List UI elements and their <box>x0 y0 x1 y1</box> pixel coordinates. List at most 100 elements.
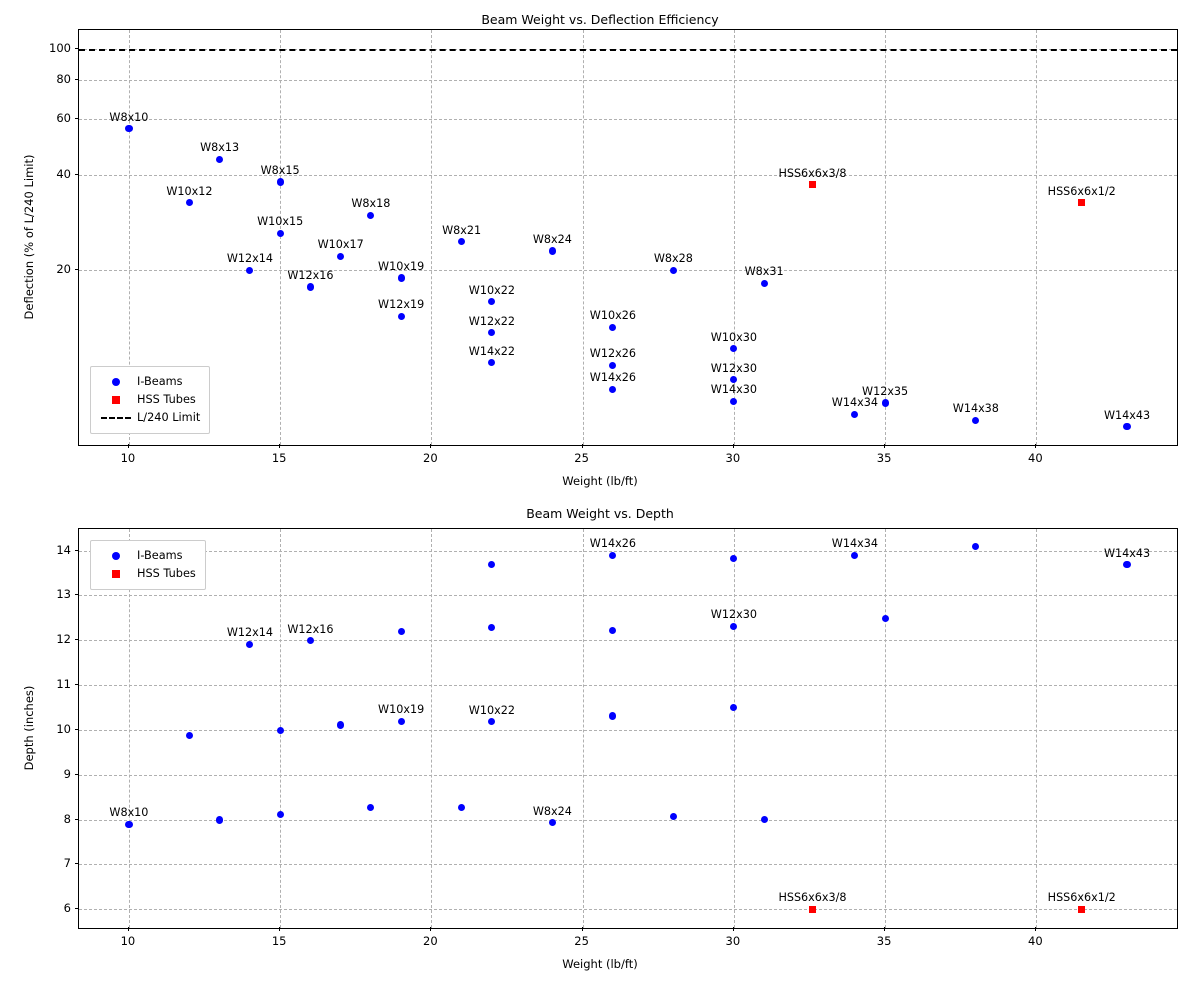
x-tick-label: 15 <box>271 934 287 948</box>
circle-marker-icon <box>99 377 133 387</box>
data-point[interactable] <box>808 905 817 913</box>
data-point[interactable] <box>276 178 284 186</box>
data-point[interactable] <box>548 819 556 827</box>
data-point[interactable] <box>609 627 617 635</box>
gridline-vertical <box>431 529 433 928</box>
data-point-label: W14x43 <box>1104 408 1151 422</box>
x-tick-label: 30 <box>725 451 741 465</box>
data-point[interactable] <box>458 238 466 246</box>
y-tick-label: 11 <box>56 677 71 691</box>
data-point[interactable] <box>488 359 496 367</box>
data-point[interactable] <box>1123 561 1131 569</box>
data-point[interactable] <box>488 298 496 306</box>
data-point[interactable] <box>488 328 496 337</box>
legend-top[interactable]: I-Beams HSS Tubes L/240 Limit <box>90 366 211 434</box>
x-tick-label: 20 <box>423 934 438 948</box>
data-point[interactable] <box>1123 423 1131 431</box>
y-tick-label: 12 <box>56 632 71 647</box>
data-point[interactable] <box>488 718 496 726</box>
data-point[interactable] <box>730 397 738 405</box>
data-point[interactable] <box>337 252 345 261</box>
data-point[interactable] <box>548 247 556 255</box>
legend-entry-hss: HSS Tubes <box>99 565 196 583</box>
data-point-label: HSS6x6x3/8 <box>778 891 847 905</box>
data-point[interactable] <box>1078 905 1086 913</box>
data-point[interactable] <box>397 274 405 282</box>
data-point[interactable] <box>337 721 345 729</box>
data-point-label: W14x22 <box>468 344 515 358</box>
data-point-label: W10x30 <box>710 330 757 344</box>
data-point[interactable] <box>367 803 375 811</box>
data-point[interactable] <box>125 820 133 829</box>
gridline-vertical <box>280 529 282 928</box>
data-point[interactable] <box>760 279 768 287</box>
legend-entry-hss: HSS Tubes <box>99 391 200 409</box>
data-point[interactable] <box>669 266 677 274</box>
gridline-horizontal <box>79 685 1177 686</box>
data-point[interactable] <box>276 229 284 237</box>
data-point[interactable] <box>306 637 314 645</box>
data-point-label: W10x22 <box>468 283 515 297</box>
data-point[interactable] <box>488 560 496 568</box>
legend-bottom[interactable]: I-Beams HSS Tubes <box>90 540 206 590</box>
data-point-label: W8x15 <box>260 164 300 178</box>
plot-area-top: W8x10 W12x14 W8x13 W10x12 W8x15 W10x15 W12x16 W… <box>78 29 1178 446</box>
data-point[interactable] <box>458 803 466 811</box>
data-point[interactable] <box>609 323 617 331</box>
data-point[interactable] <box>609 385 617 393</box>
data-point-label: W14x34 <box>831 537 878 551</box>
data-point[interactable] <box>972 542 980 551</box>
data-point[interactable] <box>397 717 405 725</box>
data-point[interactable] <box>397 628 405 636</box>
data-point[interactable] <box>609 551 617 560</box>
data-point-label: W10x19 <box>378 259 425 273</box>
x-tick-label: 35 <box>876 934 892 948</box>
legend-label-hss: HSS Tubes <box>137 393 196 406</box>
data-point[interactable] <box>276 726 284 734</box>
data-point[interactable] <box>185 732 193 740</box>
data-point[interactable] <box>730 345 738 353</box>
data-point[interactable] <box>851 410 859 418</box>
chart-title-bottom: Beam Weight vs. Depth <box>526 506 674 521</box>
data-point[interactable] <box>216 816 224 824</box>
data-point[interactable] <box>851 551 859 560</box>
data-point[interactable] <box>125 125 133 133</box>
data-point[interactable] <box>246 266 254 274</box>
chart-panel-deflection: Beam Weight vs. Deflection Efficiency W8… <box>22 12 1178 488</box>
legend-label-ibeams: I-Beams <box>137 549 183 562</box>
x-tick-label: 20 <box>423 451 438 465</box>
x-tick-label: 10 <box>120 934 136 948</box>
data-point[interactable] <box>808 181 817 189</box>
data-point[interactable] <box>397 312 405 320</box>
gridline-vertical <box>1036 529 1038 928</box>
x-axis-label-top: Weight (lb/ft) <box>562 474 638 488</box>
data-point-label: W8x24 <box>532 804 572 818</box>
data-point[interactable] <box>488 623 496 631</box>
data-point-label: W12x14 <box>226 626 273 640</box>
data-point[interactable] <box>881 614 889 622</box>
data-point-label: W8x31 <box>744 265 784 279</box>
data-point[interactable] <box>730 376 738 384</box>
data-point-label: W10x12 <box>166 184 213 198</box>
data-point[interactable] <box>246 640 254 648</box>
data-point[interactable] <box>760 815 768 824</box>
data-point-label: W12x19 <box>378 298 425 312</box>
data-point[interactable] <box>216 155 224 164</box>
data-point[interactable] <box>972 416 980 424</box>
data-point[interactable] <box>881 399 889 407</box>
data-point[interactable] <box>730 554 738 563</box>
data-point[interactable] <box>367 211 375 220</box>
data-point[interactable] <box>185 199 193 207</box>
data-point[interactable] <box>276 810 284 819</box>
data-point[interactable] <box>730 622 738 630</box>
data-point[interactable] <box>306 283 314 291</box>
data-point[interactable] <box>669 813 677 821</box>
chart-panel-depth: Beam Weight vs. Depth W8x10 W12x14 W12x16 W… <box>0 500 1200 1000</box>
data-point[interactable] <box>730 704 738 712</box>
data-point[interactable] <box>609 361 617 369</box>
legend-entry-limit: L/240 Limit <box>99 409 200 427</box>
data-point[interactable] <box>609 712 617 720</box>
data-point[interactable] <box>1078 199 1086 207</box>
x-tick-label: 40 <box>1028 934 1043 948</box>
x-tick-label: 40 <box>1028 451 1043 465</box>
